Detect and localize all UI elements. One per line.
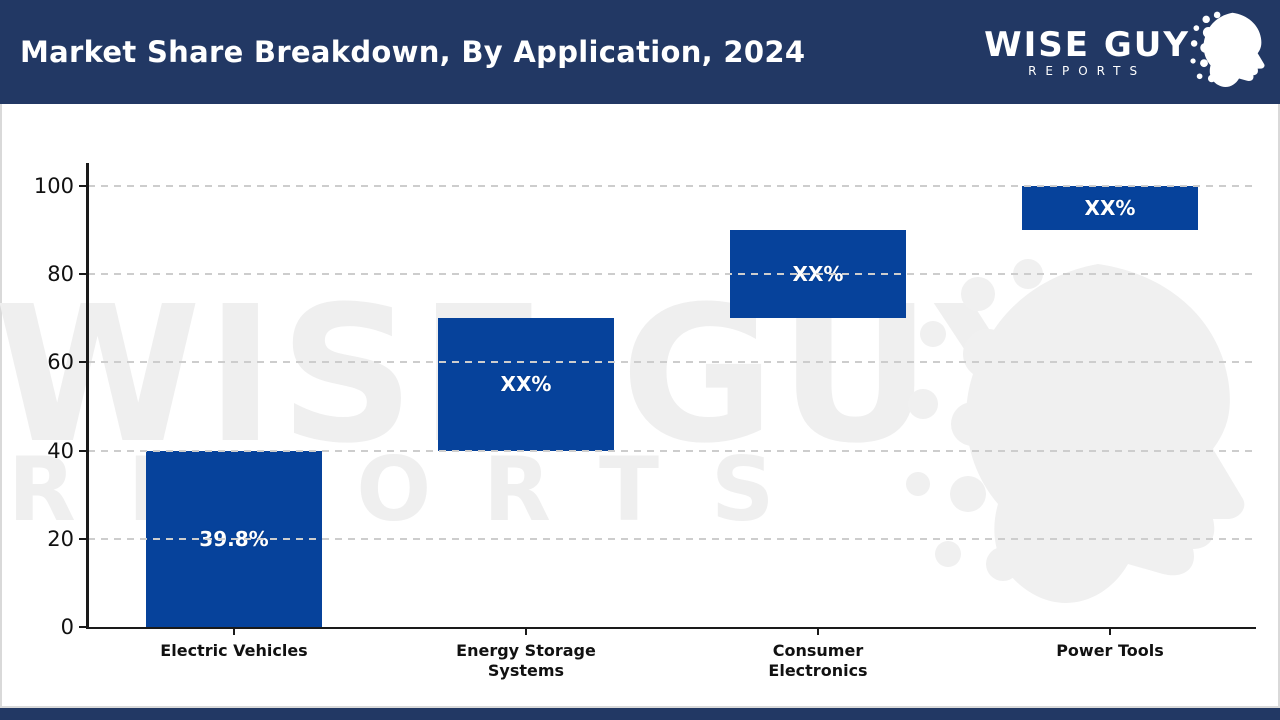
watermark-text-line2: REPORTS bbox=[8, 438, 827, 541]
chart-panel: WISE GUY REPORTS bbox=[0, 104, 1280, 708]
brand-logo-text: WISE GUY REPORTS bbox=[984, 27, 1190, 78]
header-bar: Market Share Breakdown, By Application, … bbox=[0, 0, 1280, 104]
footer-accent-strip bbox=[0, 708, 1280, 720]
brand-logo: WISE GUY REPORTS bbox=[984, 6, 1270, 98]
brand-subtitle: REPORTS bbox=[1028, 63, 1147, 78]
brand-name: WISE GUY bbox=[984, 24, 1190, 65]
page-title: Market Share Breakdown, By Application, … bbox=[20, 35, 806, 69]
watermark-head-icon bbox=[878, 224, 1268, 638]
dotted-head-profile-icon bbox=[1184, 4, 1270, 100]
